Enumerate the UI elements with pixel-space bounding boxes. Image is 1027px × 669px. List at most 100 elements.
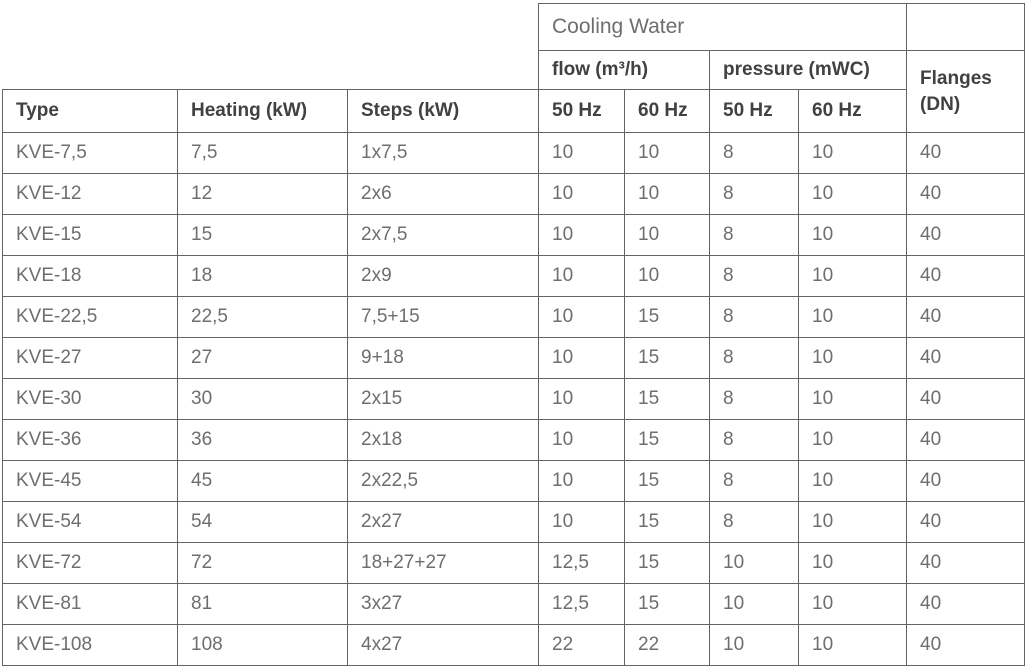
cell-pressure-60hz: 10 <box>798 296 908 338</box>
cell-flow-60hz: 15 <box>624 583 711 625</box>
header-spacer <box>2 50 539 90</box>
cell-steps: 18+27+27 <box>346 542 540 584</box>
cell-flow-60hz: 15 <box>624 460 711 502</box>
cell-pressure-60hz: 10 <box>798 624 908 666</box>
cell-heating: 45 <box>177 460 348 502</box>
cell-flow-60hz: 15 <box>624 378 711 420</box>
cell-heating: 81 <box>177 583 348 625</box>
cell-heating: 30 <box>177 378 348 420</box>
table-row: KVE-27 27 9+18 10 15 8 10 40 <box>2 337 1026 379</box>
cell-flanges: 40 <box>906 419 1026 461</box>
specifications-table: Cooling Water flow (m³/h) pressure (mWC)… <box>2 3 1026 666</box>
cell-flanges: 40 <box>906 337 1026 379</box>
flow-60hz-column-header: 60 Hz <box>624 89 711 133</box>
cell-flow-50hz: 10 <box>538 501 626 543</box>
cell-type: KVE-18 <box>2 255 178 297</box>
cell-steps: 2x9 <box>346 255 540 297</box>
pressure-50hz-column-header: 50 Hz <box>709 89 800 133</box>
cell-flanges: 40 <box>906 214 1026 256</box>
cell-pressure-50hz: 8 <box>709 255 800 297</box>
cell-pressure-50hz: 10 <box>709 624 800 666</box>
cell-steps: 2x7,5 <box>346 214 540 256</box>
cell-flanges: 40 <box>906 542 1026 584</box>
cell-pressure-50hz: 8 <box>709 296 800 338</box>
cell-heating: 36 <box>177 419 348 461</box>
cell-flanges: 40 <box>906 583 1026 625</box>
cell-pressure-50hz: 8 <box>709 501 800 543</box>
cell-heating: 54 <box>177 501 348 543</box>
header-row-flow-pressure: flow (m³/h) pressure (mWC) Flanges (DN) <box>2 50 1026 133</box>
cell-flow-60hz: 10 <box>624 132 711 174</box>
table-row: KVE-12 12 2x6 10 10 8 10 40 <box>2 173 1026 215</box>
cell-heating: 108 <box>177 624 348 666</box>
cell-heating: 22,5 <box>177 296 348 338</box>
cell-flanges: 40 <box>906 624 1026 666</box>
flow-header: flow (m³/h) <box>538 50 711 90</box>
cell-pressure-60hz: 10 <box>798 378 908 420</box>
table-row: KVE-81 81 3x27 12,5 15 10 10 40 <box>2 583 1026 625</box>
flanges-header: Flanges (DN) <box>906 50 1026 133</box>
cell-heating: 18 <box>177 255 348 297</box>
cell-flanges: 40 <box>906 296 1026 338</box>
table-row: KVE-54 54 2x27 10 15 8 10 40 <box>2 501 1026 543</box>
cell-flow-60hz: 15 <box>624 296 711 338</box>
cell-steps: 7,5+15 <box>346 296 540 338</box>
table-row: KVE-72 72 18+27+27 12,5 15 10 10 40 <box>2 542 1026 584</box>
cell-type: KVE-72 <box>2 542 178 584</box>
cell-flow-60hz: 15 <box>624 501 711 543</box>
cell-heating: 12 <box>177 173 348 215</box>
pressure-header: pressure (mWC) <box>709 50 908 90</box>
steps-column-header: Steps (kW) <box>346 89 540 133</box>
cell-flow-60hz: 22 <box>624 624 711 666</box>
cell-pressure-50hz: 8 <box>709 173 800 215</box>
cell-steps: 3x27 <box>346 583 540 625</box>
cell-steps: 2x6 <box>346 173 540 215</box>
cell-flow-50hz: 10 <box>538 255 626 297</box>
cell-type: KVE-36 <box>2 419 178 461</box>
table-row: KVE-108 108 4x27 22 22 10 10 40 <box>2 624 1026 666</box>
cell-steps: 4x27 <box>346 624 540 666</box>
cell-pressure-60hz: 10 <box>798 583 908 625</box>
cell-steps: 2x18 <box>346 419 540 461</box>
cell-pressure-50hz: 8 <box>709 337 800 379</box>
table-row: KVE-7,5 7,5 1x7,5 10 10 8 10 40 <box>2 132 1026 174</box>
table-row: KVE-15 15 2x7,5 10 10 8 10 40 <box>2 214 1026 256</box>
cell-type: KVE-15 <box>2 214 178 256</box>
cell-pressure-50hz: 10 <box>709 583 800 625</box>
cell-type: KVE-45 <box>2 460 178 502</box>
cell-pressure-50hz: 8 <box>709 214 800 256</box>
cell-flow-50hz: 10 <box>538 419 626 461</box>
cell-flow-50hz: 12,5 <box>538 583 626 625</box>
table-row: KVE-36 36 2x18 10 15 8 10 40 <box>2 419 1026 461</box>
cell-type: KVE-22,5 <box>2 296 178 338</box>
header-row-columns: Type Heating (kW) Steps (kW) 50 Hz 60 Hz… <box>2 89 1025 133</box>
cell-flanges: 40 <box>906 132 1026 174</box>
cell-steps: 2x27 <box>346 501 540 543</box>
cell-heating: 72 <box>177 542 348 584</box>
cell-flow-50hz: 10 <box>538 460 626 502</box>
cell-flow-50hz: 10 <box>538 296 626 338</box>
cell-pressure-50hz: 10 <box>709 542 800 584</box>
table-row: KVE-45 45 2x22,5 10 15 8 10 40 <box>2 460 1026 502</box>
cell-pressure-60hz: 10 <box>798 419 908 461</box>
header-spacer <box>2 3 539 51</box>
cell-flow-60hz: 10 <box>624 255 711 297</box>
cell-pressure-50hz: 8 <box>709 378 800 420</box>
cell-pressure-60hz: 10 <box>798 173 908 215</box>
cell-flow-60hz: 10 <box>624 214 711 256</box>
header-row-cooling-water: Cooling Water <box>2 3 1026 51</box>
cell-heating: 7,5 <box>177 132 348 174</box>
cell-flow-60hz: 15 <box>624 337 711 379</box>
table-row: KVE-22,5 22,5 7,5+15 10 15 8 10 40 <box>2 296 1026 338</box>
cell-heating: 27 <box>177 337 348 379</box>
cell-flanges: 40 <box>906 460 1026 502</box>
cell-flanges: 40 <box>906 255 1026 297</box>
cell-type: KVE-12 <box>2 173 178 215</box>
cell-type: KVE-30 <box>2 378 178 420</box>
cell-pressure-60hz: 10 <box>798 214 908 256</box>
cell-flow-50hz: 10 <box>538 337 626 379</box>
cell-flow-50hz: 10 <box>538 378 626 420</box>
cell-pressure-50hz: 8 <box>709 132 800 174</box>
cell-pressure-50hz: 8 <box>709 419 800 461</box>
heating-column-header: Heating (kW) <box>177 89 348 133</box>
